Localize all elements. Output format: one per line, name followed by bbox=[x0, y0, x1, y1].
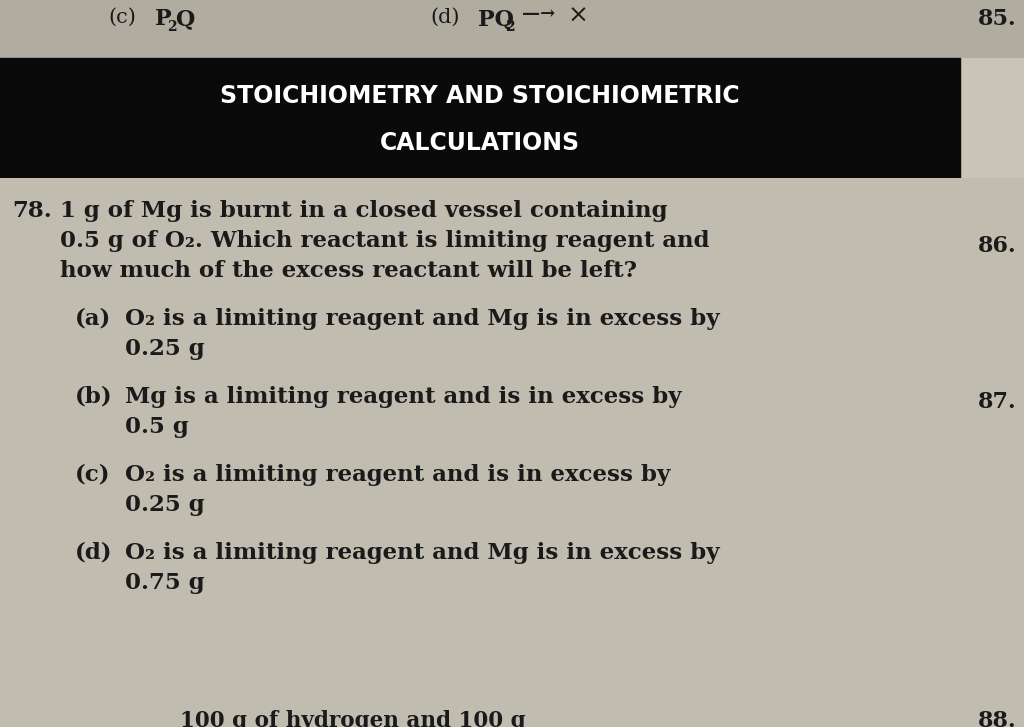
Text: (b): (b) bbox=[75, 386, 113, 408]
Text: how much of the excess reactant will be left?: how much of the excess reactant will be … bbox=[60, 260, 637, 282]
Text: (c): (c) bbox=[75, 464, 111, 486]
FancyBboxPatch shape bbox=[0, 178, 1024, 727]
Text: 0.75 g: 0.75 g bbox=[125, 572, 205, 594]
Text: 2: 2 bbox=[505, 20, 515, 34]
Text: 88.: 88. bbox=[978, 710, 1017, 727]
Text: (c): (c) bbox=[108, 8, 136, 27]
FancyBboxPatch shape bbox=[0, 58, 961, 178]
Text: 0.25 g: 0.25 g bbox=[125, 338, 205, 360]
Text: 2: 2 bbox=[167, 20, 176, 34]
Text: (d): (d) bbox=[430, 8, 460, 27]
Text: (a): (a) bbox=[75, 308, 112, 330]
Text: 86.: 86. bbox=[978, 235, 1017, 257]
Text: (d): (d) bbox=[75, 542, 113, 564]
Text: PQ: PQ bbox=[478, 8, 514, 30]
Text: 78.: 78. bbox=[12, 200, 52, 222]
Text: O₂ is a limiting reagent and Mg is in excess by: O₂ is a limiting reagent and Mg is in ex… bbox=[125, 542, 720, 564]
Text: STOICHIOMETRY AND STOICHIOMETRIC: STOICHIOMETRY AND STOICHIOMETRIC bbox=[220, 84, 739, 108]
Text: P: P bbox=[155, 8, 172, 30]
Text: 100 g of hydrogen and 100 g: 100 g of hydrogen and 100 g bbox=[180, 710, 525, 727]
Text: 0.25 g: 0.25 g bbox=[125, 494, 205, 516]
Text: 87.: 87. bbox=[978, 391, 1017, 413]
Text: 85.: 85. bbox=[978, 8, 1017, 30]
Text: —→: —→ bbox=[522, 5, 555, 23]
FancyBboxPatch shape bbox=[0, 0, 1024, 58]
Text: Q: Q bbox=[175, 8, 195, 30]
Text: O₂ is a limiting reagent and is in excess by: O₂ is a limiting reagent and is in exces… bbox=[125, 464, 671, 486]
Text: Mg is a limiting reagent and is in excess by: Mg is a limiting reagent and is in exces… bbox=[125, 386, 682, 408]
Text: 1 g of Mg is burnt in a closed vessel containing: 1 g of Mg is burnt in a closed vessel co… bbox=[60, 200, 668, 222]
Text: 0.5 g of O₂. Which reactant is limiting reagent and: 0.5 g of O₂. Which reactant is limiting … bbox=[60, 230, 710, 252]
Text: ⨯: ⨯ bbox=[568, 5, 589, 28]
Text: CALCULATIONS: CALCULATIONS bbox=[380, 131, 580, 155]
Text: 0.5 g: 0.5 g bbox=[125, 416, 188, 438]
Text: O₂ is a limiting reagent and Mg is in excess by: O₂ is a limiting reagent and Mg is in ex… bbox=[125, 308, 720, 330]
